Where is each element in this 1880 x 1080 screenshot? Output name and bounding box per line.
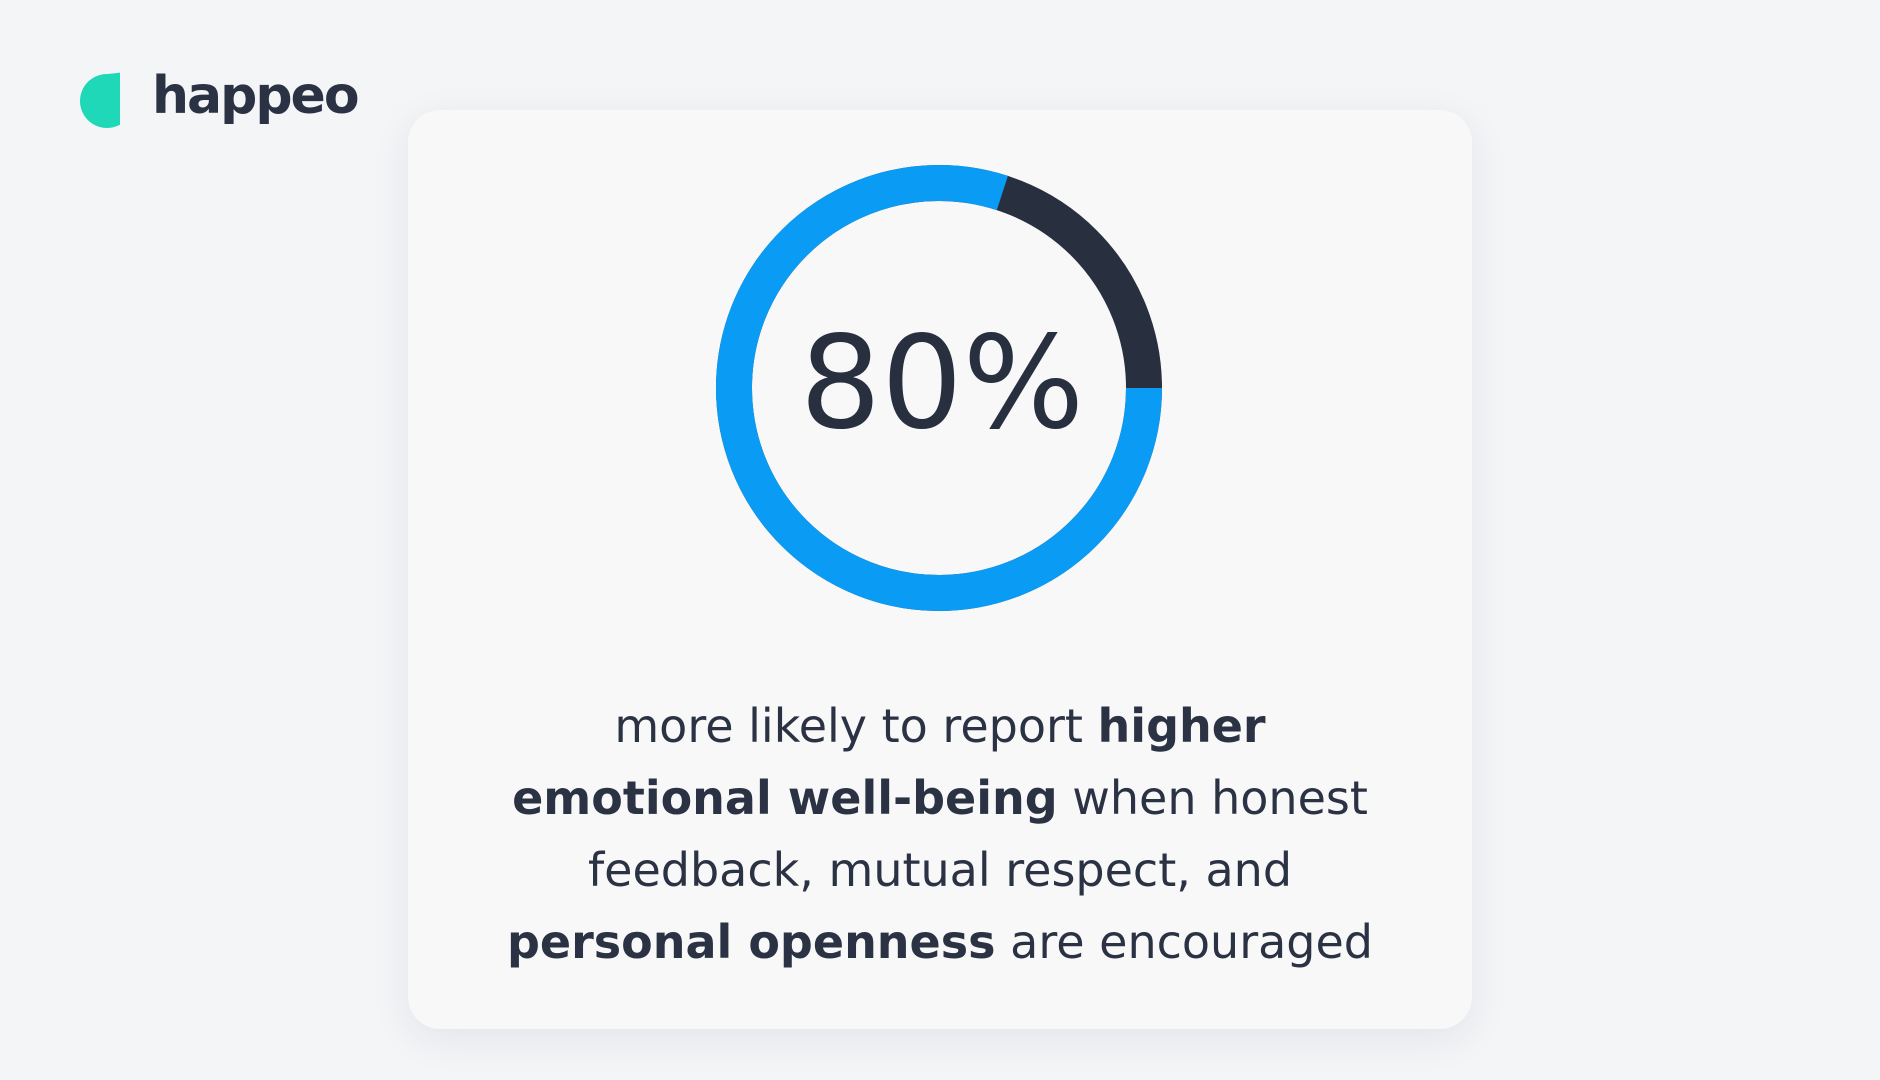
description-line: emotional well-being when honest	[408, 762, 1472, 834]
logo-icon	[80, 72, 120, 128]
description-line: feedback, mutual respect, and	[408, 834, 1472, 906]
text-run: personal openness	[506, 915, 996, 969]
text-run: emotional well-being	[512, 771, 1058, 825]
card	[408, 110, 1472, 1029]
text-run: when honest	[1057, 771, 1368, 825]
value-label: 80%	[800, 309, 1085, 458]
description-line: personal openness are encouraged	[408, 906, 1472, 978]
description-line: more likely to report higher	[408, 690, 1472, 762]
text-run: more likely to report	[614, 699, 1098, 753]
text-run: are encouraged	[995, 915, 1374, 969]
logo-icon-canvas	[80, 72, 120, 128]
text-run: higher	[1097, 699, 1266, 753]
description: more likely to report higher emotional we…	[408, 690, 1472, 978]
text-run: feedback, mutual respect, and	[587, 843, 1293, 897]
chart: 80%	[716, 165, 1162, 611]
logo-text: happeo	[152, 66, 360, 126]
donut-arc	[716, 165, 1162, 611]
